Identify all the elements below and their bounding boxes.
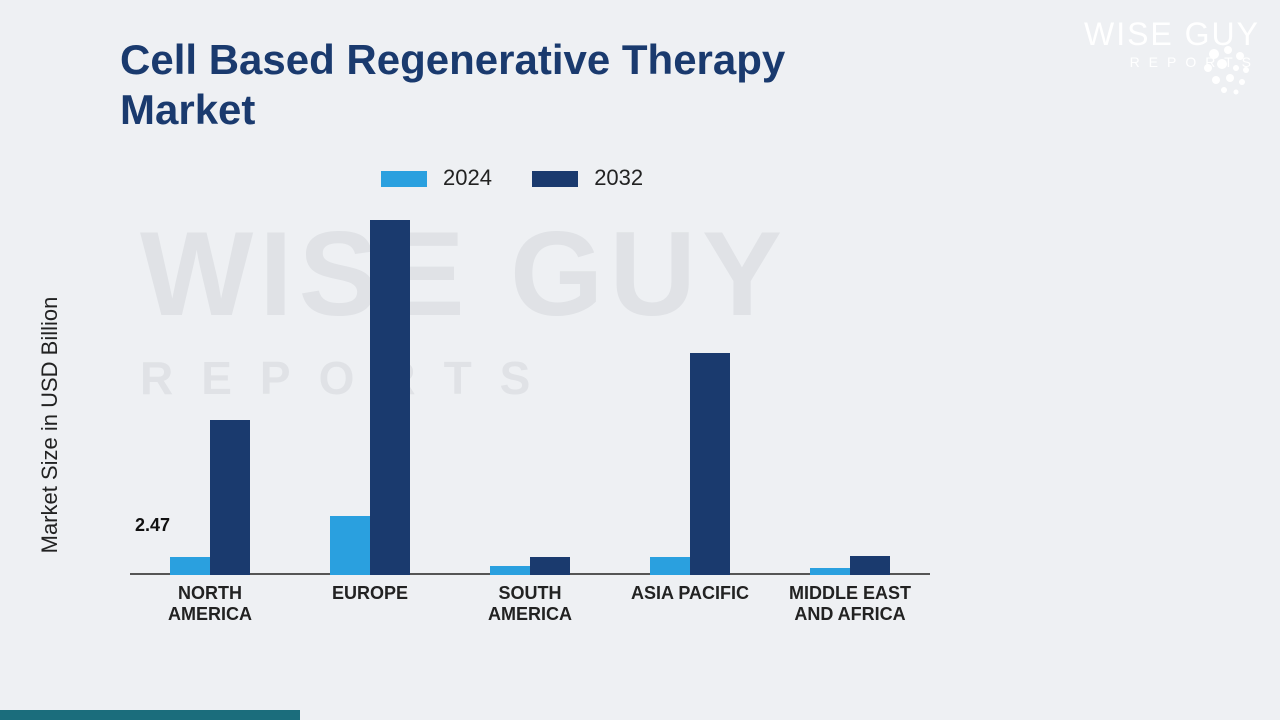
category-label: MIDDLE EAST AND AFRICA <box>780 583 920 624</box>
bar-2032 <box>210 420 250 575</box>
bar-value-label: 2.47 <box>135 515 170 536</box>
bar-2024 <box>650 557 690 576</box>
bar-2032 <box>530 557 570 575</box>
bar-2032 <box>690 353 730 575</box>
category-label: NORTH AMERICA <box>140 583 280 624</box>
legend-swatch-2032 <box>532 171 578 187</box>
logo-head-icon <box>1196 40 1256 100</box>
plot-area: NORTH AMERICA2.47EUROPESOUTH AMERICAASIA… <box>130 205 930 575</box>
bar-chart: Market Size in USD Billion 2024 2032 NOR… <box>60 165 930 685</box>
page-root: WISE GUY REPORTS Cell Based Regenerative… <box>0 0 1280 720</box>
chart-title: Cell Based Regenerative Therapy Market <box>120 35 840 136</box>
brand-logo: WISE GUY REPORTS <box>1000 18 1260 70</box>
y-axis-label: Market Size in USD Billion <box>37 297 63 554</box>
legend-swatch-2024 <box>381 171 427 187</box>
bar-2024 <box>170 557 210 575</box>
category-label: EUROPE <box>300 583 440 604</box>
bar-pair <box>330 220 410 575</box>
legend: 2024 2032 <box>60 165 930 191</box>
bar-2024 <box>330 516 370 575</box>
bar-2032 <box>850 556 890 575</box>
bar-2032 <box>370 220 410 575</box>
category-label: ASIA PACIFIC <box>620 583 760 604</box>
bar-pair <box>810 556 890 575</box>
bar-2024 <box>490 566 530 575</box>
bottom-accent-bar <box>0 710 300 720</box>
bar-2024 <box>810 568 850 575</box>
bar-pair <box>490 557 570 575</box>
bar-pair <box>650 353 730 575</box>
bar-pair <box>170 420 250 575</box>
legend-label-2032: 2032 <box>594 165 643 190</box>
category-label: SOUTH AMERICA <box>460 583 600 624</box>
legend-label-2024: 2024 <box>443 165 492 190</box>
